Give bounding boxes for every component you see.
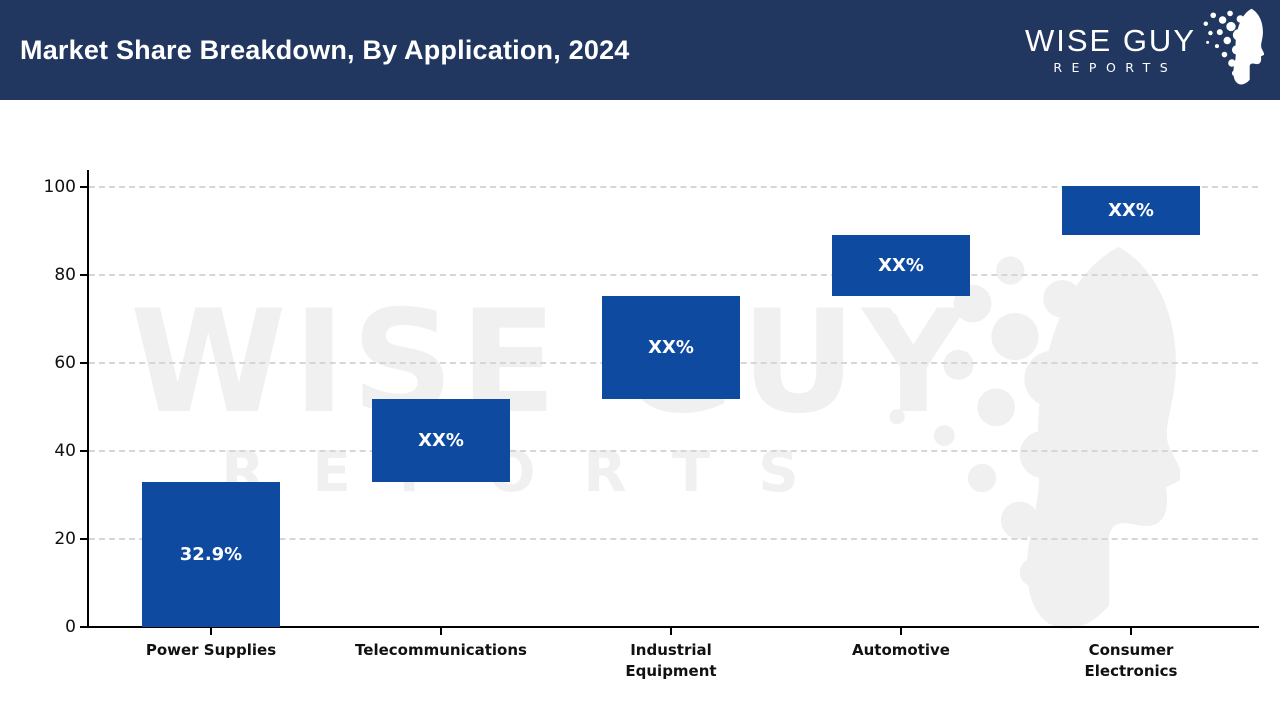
- bar: XX%: [832, 235, 970, 297]
- x-tick-mark: [1130, 628, 1132, 635]
- x-category-label-line: Electronics: [1084, 662, 1178, 680]
- bar: XX%: [602, 296, 740, 400]
- logo-subtext: REPORTS: [1053, 59, 1178, 75]
- bar-value-label: XX%: [418, 430, 464, 452]
- x-category-label-line: Industrial: [630, 641, 712, 659]
- gridline: [89, 538, 1258, 540]
- bar-value-label: XX%: [648, 337, 694, 359]
- x-category-label: Automotive: [791, 640, 1011, 661]
- x-axis-line: [87, 626, 1259, 628]
- x-category-label-line: Consumer: [1088, 641, 1174, 659]
- x-category-label: Industrial Equipment: [561, 640, 781, 682]
- y-tick-label: 80: [54, 265, 76, 285]
- bar-value-label: XX%: [1108, 200, 1154, 222]
- y-tick-label: 0: [65, 617, 76, 637]
- y-tick-label: 20: [54, 529, 76, 549]
- x-category-label-line: Automotive: [852, 641, 950, 659]
- x-tick-mark: [900, 628, 902, 635]
- header: Market Share Breakdown, By Application, …: [0, 0, 1280, 100]
- y-tick-label: 100: [43, 177, 76, 197]
- bar: XX%: [372, 399, 510, 483]
- y-tick-mark: [80, 450, 88, 452]
- y-tick-label: 40: [54, 441, 76, 461]
- logo-wordmark: WISE GUY: [1024, 23, 1196, 59]
- y-tick-mark: [80, 626, 88, 628]
- bar-value-label: XX%: [878, 255, 924, 277]
- y-axis-line: [87, 170, 89, 628]
- y-tick-mark: [80, 538, 88, 540]
- x-category-label: Power Supplies: [101, 640, 321, 661]
- y-tick-label: 60: [54, 353, 76, 373]
- x-tick-mark: [210, 628, 212, 635]
- page-title: Market Share Breakdown, By Application, …: [20, 34, 630, 65]
- y-tick-mark: [80, 362, 88, 364]
- x-category-label-line: Equipment: [625, 662, 717, 680]
- x-category-label: Consumer Electronics: [1021, 640, 1241, 682]
- gridline: [89, 274, 1258, 276]
- x-category-label-line: Power Supplies: [145, 641, 277, 659]
- bar: XX%: [1062, 186, 1200, 236]
- gridline: [89, 186, 1258, 188]
- y-tick-mark: [80, 186, 88, 188]
- chart: WISE GUY REPORTS 0 20 40 60 80 100 32.9% Power …: [0, 100, 1280, 720]
- gridline: [89, 450, 1258, 452]
- y-tick-mark: [80, 274, 88, 276]
- wise-guy-reports-logo: WISE GUY REPORTS: [1025, 5, 1265, 95]
- bar-value-label: 32.9%: [179, 544, 243, 566]
- x-tick-mark: [670, 628, 672, 635]
- x-category-label: Telecommunications: [331, 640, 551, 661]
- plot-area: 0 20 40 60 80 100 32.9% Power Supplies XX% Teleco…: [0, 100, 1280, 720]
- bar: 32.9%: [142, 482, 280, 627]
- x-category-label-line: Telecommunications: [355, 641, 527, 659]
- logo-head-icon: [1198, 5, 1265, 95]
- x-tick-mark: [440, 628, 442, 635]
- logo-text: WISE GUY REPORTS: [1025, 25, 1196, 75]
